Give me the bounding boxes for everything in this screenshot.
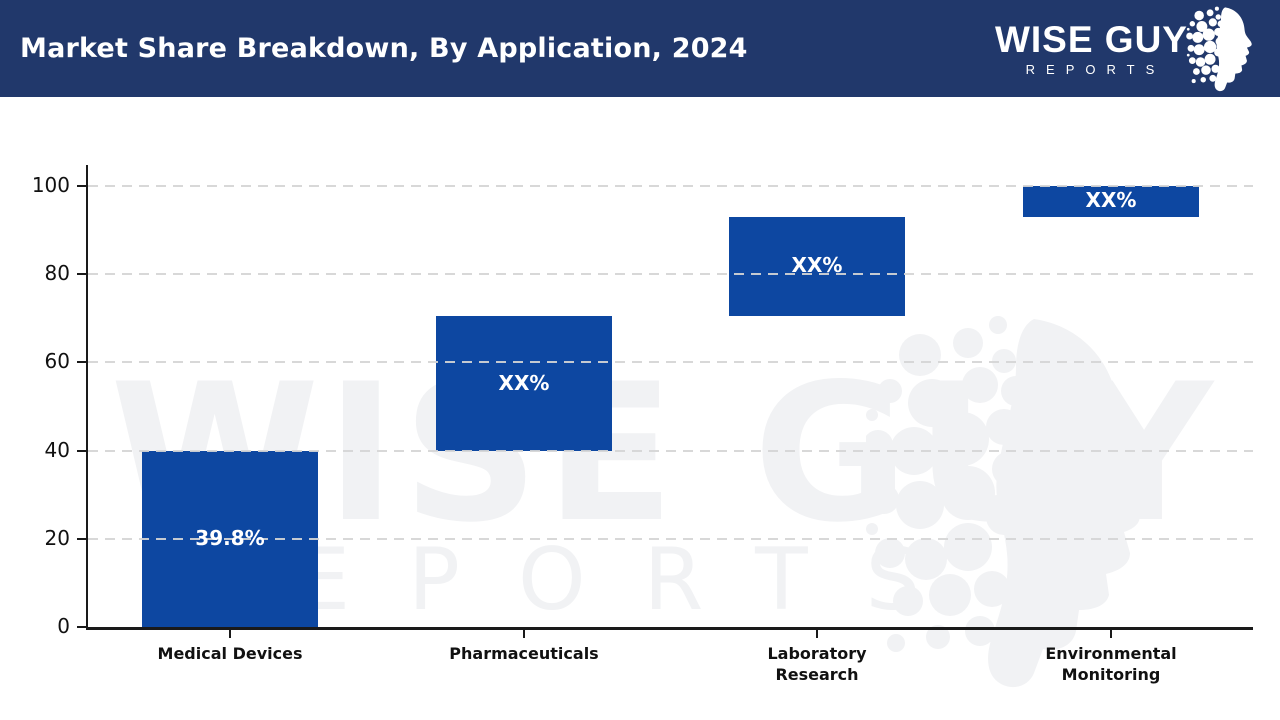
y-axis-spine [86,165,88,630]
y-tick-label: 40 [44,437,70,462]
x-tick-mark [1110,630,1112,638]
chart-title: Market Share Breakdown, By Application, … [20,33,748,64]
bar [436,315,612,452]
bar [729,216,905,316]
gridline [88,449,1253,452]
y-tick-label: 20 [44,525,70,550]
bar-value-label: 39.8% [195,526,265,551]
logo-line2: REPORTS [1025,62,1166,77]
gridline [88,361,1253,364]
y-tick-label: 80 [44,261,70,286]
y-tick-mark [77,185,87,187]
y-tick-mark [77,449,87,452]
y-tick-mark [77,273,87,276]
gridline [88,185,1253,187]
x-category-label: Environmental Monitoring [1045,644,1177,684]
y-tick-mark [77,537,87,540]
wiseguy-face-icon [1184,6,1258,92]
gridline [88,273,1253,276]
bar-value-label: XX% [498,370,550,395]
x-tick-mark [523,630,525,638]
y-tick-label: 100 [31,173,70,197]
y-tick-label: 0 [57,614,70,638]
y-tick-mark [77,626,87,628]
wiseguy-logo: WISE GUY REPORTS [995,6,1258,92]
bar [1023,186,1199,217]
y-tick-label: 60 [44,349,70,374]
y-tick-mark [77,361,87,364]
plot: 0 20 40 60 80 100 39.8% XX% XX% XX% Medical Device… [0,97,1280,720]
x-category-label: Medical Devices [157,644,303,663]
gridline [88,537,1253,540]
bar-value-label: XX% [791,253,843,278]
x-category-label: Laboratory Research [767,644,867,684]
wiseguy-logo-text: WISE GUY REPORTS [995,21,1188,76]
header: Market Share Breakdown, By Application, … [0,0,1280,97]
chart-area: WISE GUY REPORTS 0 20 40 60 80 100 39.8% XX% XX%… [0,97,1280,720]
x-axis-spine [86,627,1253,630]
x-tick-mark [816,630,818,638]
logo-line1: WISE GUY [994,19,1188,60]
x-tick-mark [229,630,231,638]
x-category-label: Pharmaceuticals [449,644,599,663]
bar-value-label: XX% [1085,188,1137,213]
